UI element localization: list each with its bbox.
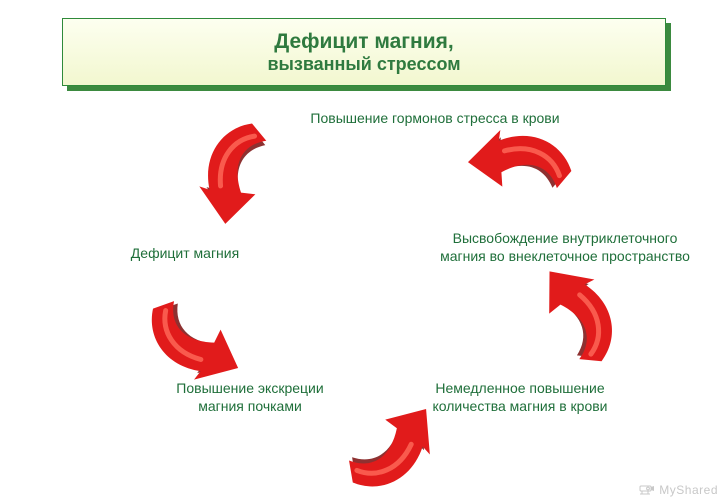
- watermark-text: MyShared: [659, 483, 718, 497]
- cycle-arrow-a2: [503, 257, 633, 387]
- cycle-node-n1: Повышение гормонов стресса в крови: [280, 110, 590, 128]
- projector-icon: [639, 483, 655, 498]
- cycle-node-n3: Немедленное повышениеколичества магния в…: [400, 380, 640, 415]
- title-line2: вызванный стрессом: [63, 54, 665, 75]
- title-box: Дефицит магния, вызванный стрессом: [62, 18, 666, 86]
- cycle-node-n5: Дефицит магния: [105, 245, 265, 263]
- cycle-node-n2: Высвобождение внутриклеточногомагния во …: [410, 230, 720, 265]
- watermark: MyShared: [639, 483, 718, 498]
- title-line1: Дефицит магния,: [63, 30, 665, 54]
- cycle-node-n4: Повышение экскрециимагния почками: [150, 380, 350, 415]
